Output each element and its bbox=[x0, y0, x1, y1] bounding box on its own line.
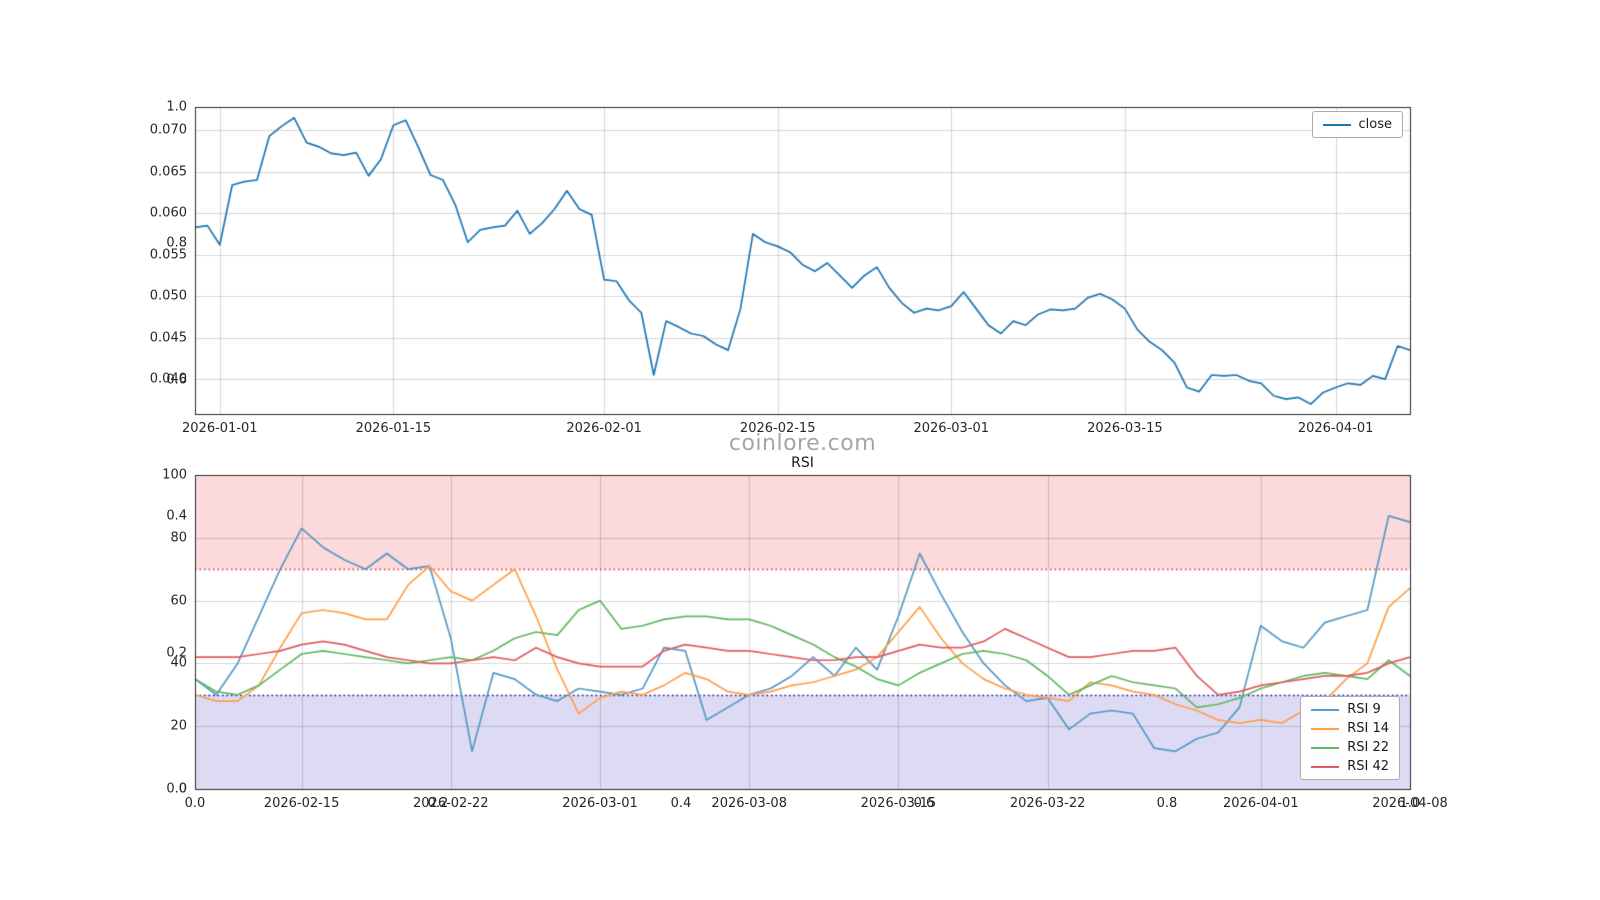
rsi-legend: RSI 9 RSI 14 RSI 22 RSI 42 bbox=[1300, 696, 1400, 780]
legend-entry: RSI 9 bbox=[1311, 702, 1389, 717]
legend-line-swatch bbox=[1311, 727, 1340, 730]
legend-label: close bbox=[1358, 117, 1392, 132]
legend-label: RSI 14 bbox=[1347, 721, 1389, 736]
price-legend: close bbox=[1311, 111, 1403, 138]
legend-line-swatch bbox=[1322, 123, 1351, 126]
rsi-chart-title: RSI bbox=[791, 455, 814, 471]
legend-entry: RSI 42 bbox=[1311, 759, 1389, 774]
legend-entry: RSI 14 bbox=[1311, 721, 1389, 736]
watermark: coinlore.com bbox=[728, 431, 877, 456]
legend-entry: RSI 22 bbox=[1311, 740, 1389, 755]
legend-label: RSI 9 bbox=[1347, 702, 1381, 717]
legend-line-swatch bbox=[1311, 708, 1340, 711]
legend-label: RSI 42 bbox=[1347, 759, 1389, 774]
legend-label: RSI 22 bbox=[1347, 740, 1389, 755]
legend-line-swatch bbox=[1311, 765, 1340, 768]
legend-entry: close bbox=[1322, 117, 1392, 132]
legend-line-swatch bbox=[1311, 746, 1340, 749]
